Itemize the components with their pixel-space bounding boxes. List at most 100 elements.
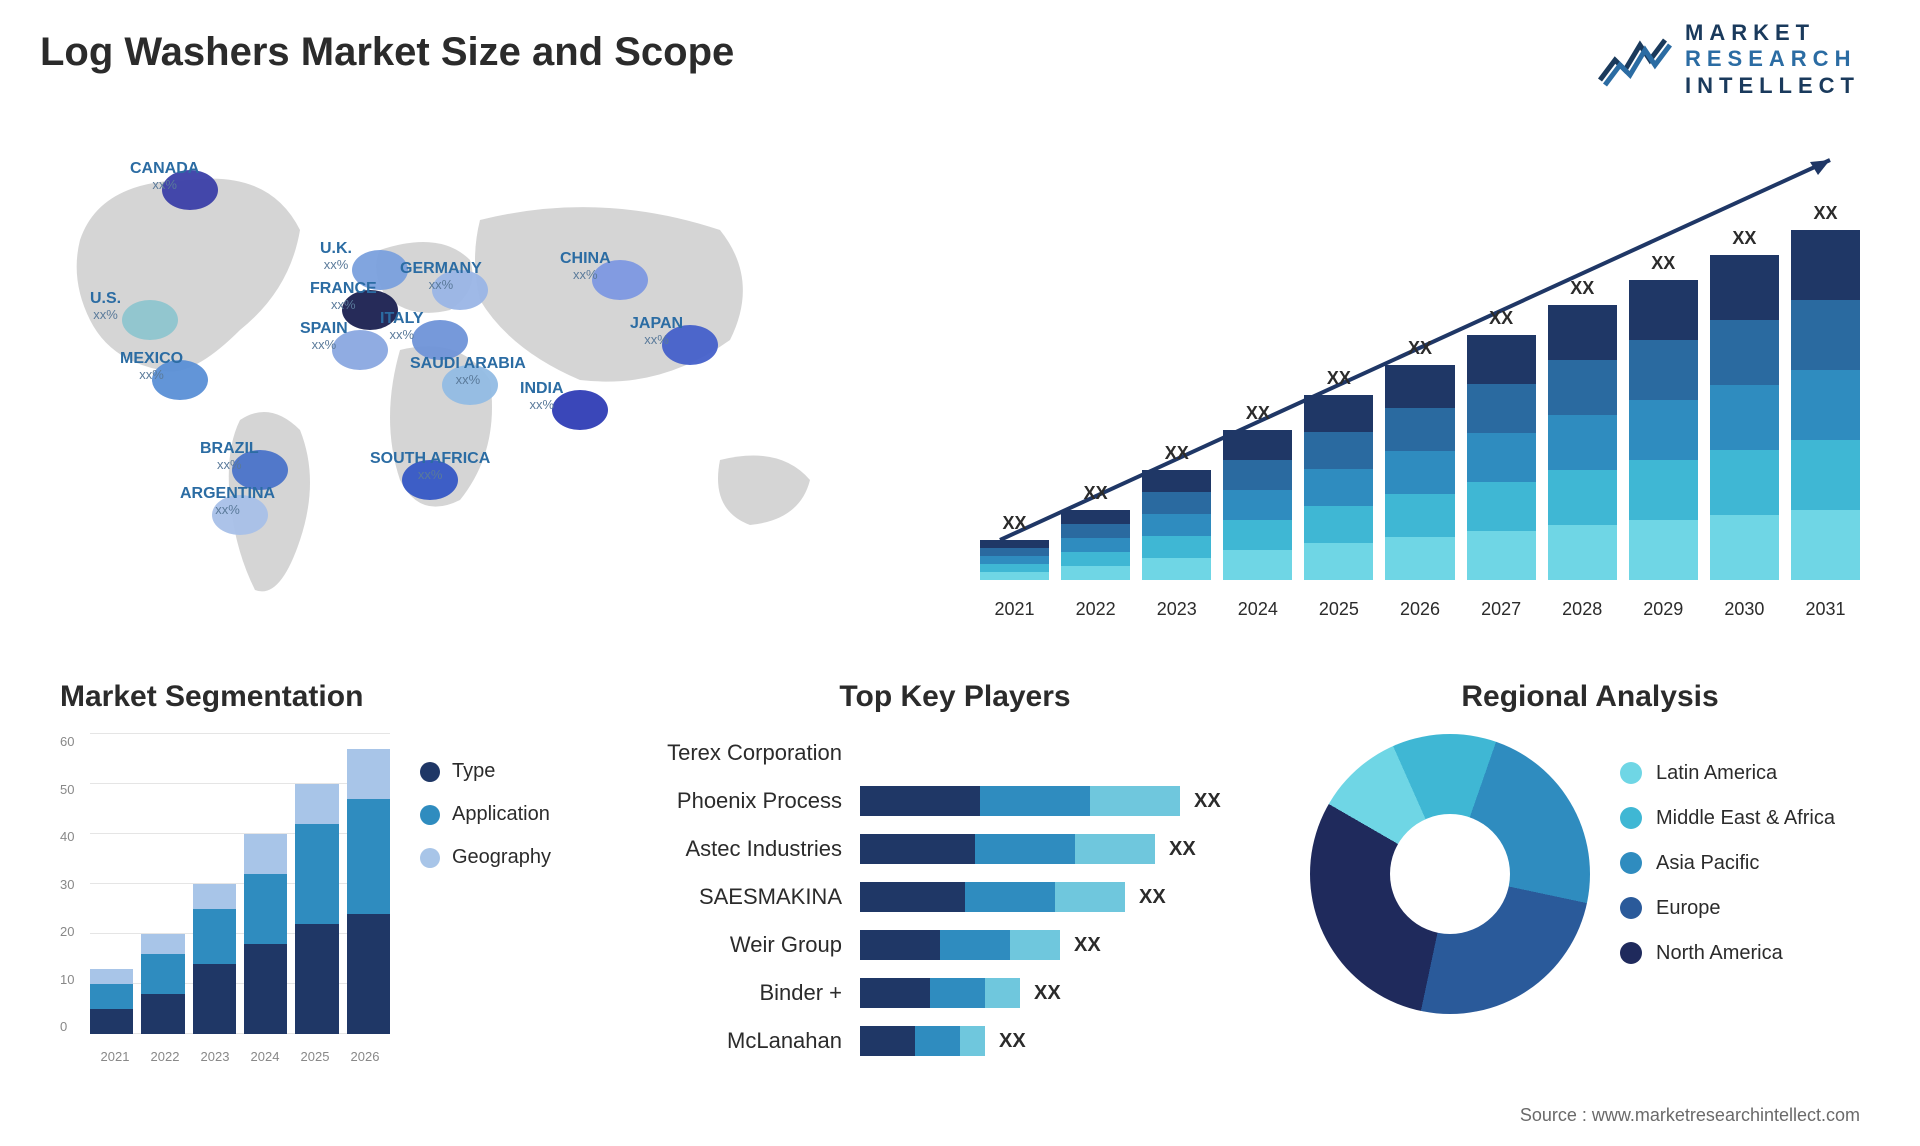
legend-label: Latin America [1656,762,1777,785]
seg-legend-item: Type [420,760,551,783]
growth-bar: XX [1304,368,1373,580]
legend-label: Application [452,803,550,826]
player-value: XX [1139,886,1166,909]
regional-section: Regional Analysis Latin America Middle Ea… [1310,680,1870,1014]
map-country-label: CHINAxx% [560,250,611,282]
growth-bar-value: XX [1570,278,1594,299]
player-bar [860,834,1155,864]
player-value: XX [1194,790,1221,813]
map-country-label: U.S.xx% [90,290,121,322]
donut-hole [1390,814,1510,934]
growth-bar: XX [1061,483,1130,580]
growth-x-label: 2028 [1548,599,1617,620]
growth-bar-value: XX [1327,368,1351,389]
player-name: Binder + [640,980,860,1006]
seg-bar [347,749,390,1034]
growth-bar: XX [1548,278,1617,580]
player-bar [860,882,1125,912]
map-country-label: JAPANxx% [630,315,683,347]
player-row: McLanahanXX [640,1022,1270,1060]
growth-bar-value: XX [1732,228,1756,249]
seg-y-tick: 40 [60,829,90,844]
growth-x-label: 2031 [1791,599,1860,620]
legend-swatch-icon [1620,942,1642,964]
player-row: Binder + XX [640,974,1270,1012]
legend-label: Geography [452,846,551,869]
growth-x-label: 2026 [1385,599,1454,620]
seg-y-tick: 0 [60,1019,90,1034]
player-bar [860,930,1060,960]
seg-bar [295,784,338,1034]
logo-mark-icon [1595,30,1675,90]
seg-bar [193,884,236,1034]
growth-bar: XX [1629,253,1698,580]
player-row: Astec IndustriesXX [640,830,1270,868]
growth-x-label: 2029 [1629,599,1698,620]
map-country-label: MEXICOxx% [120,350,183,382]
growth-bar-value: XX [1813,203,1837,224]
seg-y-tick: 60 [60,734,90,749]
logo-text: MARKET RESEARCH INTELLECT [1685,20,1860,99]
player-value: XX [1074,934,1101,957]
regional-donut-chart [1310,734,1590,1014]
map-country-label: ARGENTINAxx% [180,485,275,517]
map-country-label: SPAINxx% [300,320,348,352]
seg-x-label: 2022 [151,1049,180,1064]
map-country-label: U.K.xx% [320,240,352,272]
regional-heading: Regional Analysis [1310,680,1870,714]
player-row: SAESMAKINA XX [640,878,1270,916]
segmentation-heading: Market Segmentation [60,680,600,714]
seg-x-label: 2025 [301,1049,330,1064]
player-name: SAESMAKINA [640,884,860,910]
growth-bar: XX [1791,203,1860,580]
world-map: CANADAxx%U.S.xx%MEXICOxx%BRAZILxx%ARGENT… [40,120,940,640]
seg-bar [244,834,287,1034]
map-country-label: CANADAxx% [130,160,199,192]
region-legend-item: Europe [1620,897,1835,920]
growth-bar: XX [1467,308,1536,580]
growth-x-label: 2024 [1223,599,1292,620]
legend-swatch-icon [420,805,440,825]
logo-line3: INTELLECT [1685,73,1860,99]
players-heading: Top Key Players [640,680,1270,714]
logo-line1: MARKET [1685,20,1860,46]
legend-label: North America [1656,942,1783,965]
page-title: Log Washers Market Size and Scope [40,30,734,75]
growth-bar-value: XX [1165,443,1189,464]
growth-x-label: 2030 [1710,599,1779,620]
logo-line2: RESEARCH [1685,46,1860,72]
legend-label: Europe [1656,897,1721,920]
legend-label: Type [452,760,495,783]
source-text: Source : www.marketresearchintellect.com [1520,1105,1860,1126]
legend-label: Middle East & Africa [1656,807,1835,830]
growth-x-label: 2023 [1142,599,1211,620]
growth-bar: XX [980,513,1049,580]
growth-bar-value: XX [1003,513,1027,534]
seg-legend-item: Geography [420,846,551,869]
player-row: Terex Corporation [640,734,1270,772]
player-bar [860,978,1020,1008]
legend-swatch-icon [1620,807,1642,829]
map-country-label: FRANCExx% [310,280,377,312]
legend-swatch-icon [420,762,440,782]
player-value: XX [999,1030,1026,1053]
player-value: XX [1034,982,1061,1005]
seg-legend-item: Application [420,803,551,826]
map-country-label: INDIAxx% [520,380,564,412]
player-name: Phoenix Process [640,788,860,814]
region-legend-item: North America [1620,942,1835,965]
growth-bar-value: XX [1084,483,1108,504]
seg-y-tick: 50 [60,782,90,797]
growth-bar: XX [1223,403,1292,580]
seg-y-tick: 10 [60,972,90,987]
map-country-label: GERMANYxx% [400,260,482,292]
player-name: Weir Group [640,932,860,958]
seg-x-label: 2024 [251,1049,280,1064]
legend-swatch-icon [1620,852,1642,874]
seg-y-tick: 30 [60,877,90,892]
segmentation-legend: Type Application Geography [420,760,551,889]
seg-x-label: 2023 [201,1049,230,1064]
seg-x-label: 2021 [101,1049,130,1064]
growth-bar-chart: XXXXXXXXXXXXXXXXXXXXXX 20212022202320242… [980,140,1860,620]
region-legend-item: Asia Pacific [1620,852,1835,875]
